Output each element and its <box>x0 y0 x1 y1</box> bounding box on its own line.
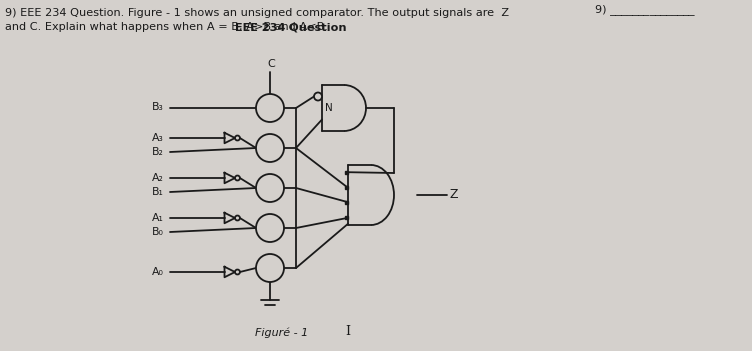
Text: B₂: B₂ <box>152 147 164 157</box>
Circle shape <box>256 254 284 282</box>
Circle shape <box>256 94 284 122</box>
Text: A₁: A₁ <box>152 213 164 223</box>
Text: I: I <box>345 325 350 338</box>
Bar <box>345 216 348 219</box>
Circle shape <box>314 93 322 100</box>
Text: and C. Explain what happens when A = B, A>B and A<B.: and C. Explain what happens when A = B, … <box>5 22 332 32</box>
Text: B₃: B₃ <box>152 102 164 112</box>
Text: 9) _______________: 9) _______________ <box>595 4 695 15</box>
Text: Z: Z <box>449 188 457 201</box>
Text: Figuré - 1: Figuré - 1 <box>255 328 308 338</box>
Text: 9) EEE 234 Question. Figure - 1 shows an unsigned comparator. The output signals: 9) EEE 234 Question. Figure - 1 shows an… <box>5 8 509 18</box>
Text: A₀: A₀ <box>152 267 164 277</box>
Text: C: C <box>267 59 275 69</box>
Bar <box>345 201 348 204</box>
Text: A₂: A₂ <box>152 173 164 183</box>
Text: B₁: B₁ <box>152 187 164 197</box>
Circle shape <box>256 174 284 202</box>
Text: EEE 234 Question: EEE 234 Question <box>235 22 347 32</box>
Circle shape <box>235 270 240 274</box>
Circle shape <box>256 134 284 162</box>
Circle shape <box>235 216 240 220</box>
Text: B₀: B₀ <box>152 227 164 237</box>
Text: N: N <box>325 103 332 113</box>
Circle shape <box>256 214 284 242</box>
Bar <box>345 171 348 174</box>
Circle shape <box>235 135 240 140</box>
Text: A₃: A₃ <box>152 133 164 143</box>
Bar <box>345 186 348 189</box>
Circle shape <box>235 176 240 180</box>
